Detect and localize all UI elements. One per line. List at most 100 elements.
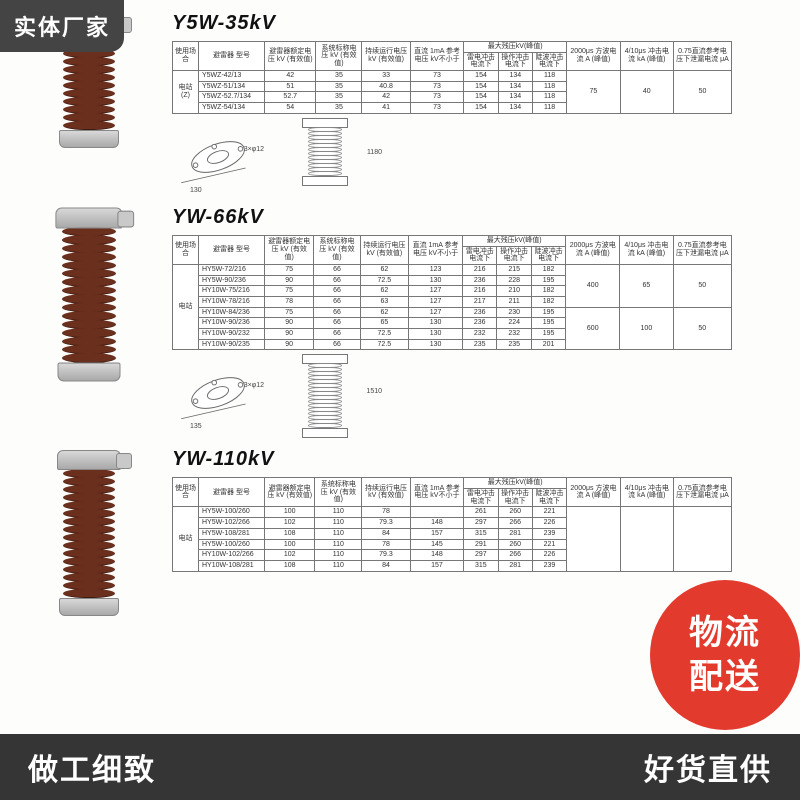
col-header: 4/10μs 冲击电流 kA (峰值) <box>620 235 673 264</box>
cell: 261 <box>464 507 498 518</box>
cell: 232 <box>497 329 531 340</box>
cell: 62 <box>360 307 409 318</box>
cell: HY10W-84/236 <box>199 307 265 318</box>
col-header: 陡波冲击 电流下 <box>532 489 566 507</box>
cell: 73 <box>410 71 464 82</box>
cell: 224 <box>497 318 531 329</box>
cell: 260 <box>498 507 532 518</box>
cell: 221 <box>532 507 566 518</box>
cell: 42 <box>265 71 316 82</box>
cell: HY10W-108/281 <box>199 560 265 571</box>
spec-table: 使用场合避雷器 型号避雷器额定电压 kV (有效值)系统标称电压 kV (有效值… <box>172 41 732 114</box>
dimension-diagram: 3×φ12135 1510 <box>172 354 786 438</box>
cell: 210 <box>497 286 531 297</box>
cell: 50 <box>673 307 731 350</box>
cell: 266 <box>498 518 532 529</box>
product-block: Y5W-35kV使用场合避雷器 型号避雷器额定电压 kV (有效值)系统标称电压… <box>14 8 786 196</box>
cell: Y5WZ-42/13 <box>199 71 265 82</box>
cell: 35 <box>316 92 362 103</box>
badge-logistics: 物流 配送 <box>650 580 800 730</box>
cell: 134 <box>498 92 532 103</box>
cell: 66 <box>314 318 360 329</box>
product-block: YW-66kV使用场合避雷器 型号避雷器额定电压 kV (有效值)系统标称电压 … <box>14 202 786 439</box>
spec-col: Y5W-35kV使用场合避雷器 型号避雷器额定电压 kV (有效值)系统标称电压… <box>164 8 786 196</box>
cell: 62 <box>360 286 409 297</box>
col-header: 操作冲击 电流下 <box>497 246 531 264</box>
cell: 65 <box>360 318 409 329</box>
col-header: 最大残压kV(峰值) <box>464 478 567 489</box>
cell: 51 <box>265 81 316 92</box>
cell: HY5W-100/260 <box>199 507 265 518</box>
cell: Y5WZ-51/134 <box>199 81 265 92</box>
cell: 154 <box>464 92 498 103</box>
cell: 281 <box>498 528 532 539</box>
cell: HY5W-90/236 <box>199 275 265 286</box>
cell: 54 <box>265 103 316 114</box>
col-header: 直流 1mA 参考电压 kV不小于 <box>410 478 464 507</box>
cell: HY5W-102/266 <box>199 518 265 529</box>
cell: 50 <box>673 264 731 307</box>
col-header: 2000μs 方波电流 A (峰值) <box>567 478 621 507</box>
cell: 226 <box>532 518 566 529</box>
spec-table: 使用场合避雷器 型号避雷器额定电压 kV (有效值)系统标称电压 kV (有效值… <box>172 477 732 571</box>
cell: 600 <box>566 307 620 350</box>
cell: 110 <box>315 518 362 529</box>
col-header: 直流 1mA 参考电压 kV不小于 <box>409 235 463 264</box>
cell: 110 <box>315 507 362 518</box>
cell: 电站 <box>173 507 199 571</box>
cell: 118 <box>533 71 567 82</box>
cell <box>620 507 673 571</box>
col-header: 陡波冲击 电流下 <box>531 246 565 264</box>
side-outline: 1510 <box>290 354 360 438</box>
cell: 66 <box>314 286 360 297</box>
col-header: 0.75直流参考电压下泄漏电流 μA <box>673 235 731 264</box>
cell: HY5W-108/281 <box>199 528 265 539</box>
col-header: 避雷器 型号 <box>199 42 265 71</box>
cell: 127 <box>409 286 463 297</box>
topview-drawing: 3×φ12135 <box>172 354 264 432</box>
cell: 148 <box>410 550 464 561</box>
cell: 42 <box>362 92 410 103</box>
col-header: 避雷器额定电压 kV (有效值) <box>265 478 315 507</box>
cell: 157 <box>410 560 464 571</box>
cell: 195 <box>531 275 565 286</box>
note-holes: 3×φ12 <box>244 382 264 389</box>
cell: 236 <box>462 307 496 318</box>
cell: 100 <box>265 507 315 518</box>
cell: 100 <box>265 539 315 550</box>
cell: 84 <box>362 560 410 571</box>
cell: 72.5 <box>360 329 409 340</box>
cell: 118 <box>533 81 567 92</box>
cell <box>567 507 621 571</box>
col-header: 0.75直流参考电压下泄漏电流 μA <box>673 42 731 71</box>
cell: 211 <box>497 296 531 307</box>
cell: 90 <box>265 318 314 329</box>
product-block: YW-110kV使用场合避雷器 型号避雷器额定电压 kV (有效值)系统标称电压… <box>14 444 786 616</box>
cell: 66 <box>314 275 360 286</box>
col-header: 持续运行电压 kV (有效值) <box>362 42 410 71</box>
cell: 78 <box>265 296 314 307</box>
spec-col: YW-110kV使用场合避雷器 型号避雷器额定电压 kV (有效值)系统标称电压… <box>164 444 786 571</box>
cell: 217 <box>462 296 496 307</box>
cell: 297 <box>464 518 498 529</box>
cell: 66 <box>314 296 360 307</box>
cell: 73 <box>410 92 464 103</box>
col-header: 直流 1mA 参考电压 kV不小于 <box>410 42 464 71</box>
cell: 100 <box>620 307 673 350</box>
cell: 33 <box>362 71 410 82</box>
cell: 134 <box>498 71 532 82</box>
cell: 35 <box>316 81 362 92</box>
footer-band: 做工细致 好货直供 <box>0 734 800 800</box>
cell: HY10W-102/266 <box>199 550 265 561</box>
cell: 281 <box>498 560 532 571</box>
cell: 291 <box>464 539 498 550</box>
col-header: 避雷器 型号 <box>199 478 265 507</box>
cell: 215 <box>497 264 531 275</box>
note-holes: 3×φ12 <box>244 146 264 153</box>
cell: 154 <box>464 81 498 92</box>
col-header: 最大残压kV(峰值) <box>462 235 565 246</box>
cell: 154 <box>464 103 498 114</box>
col-header: 操作冲击 电流下 <box>498 52 532 70</box>
col-header: 系统标称电压 kV (有效值) <box>314 235 360 264</box>
cell: 50 <box>673 71 731 114</box>
